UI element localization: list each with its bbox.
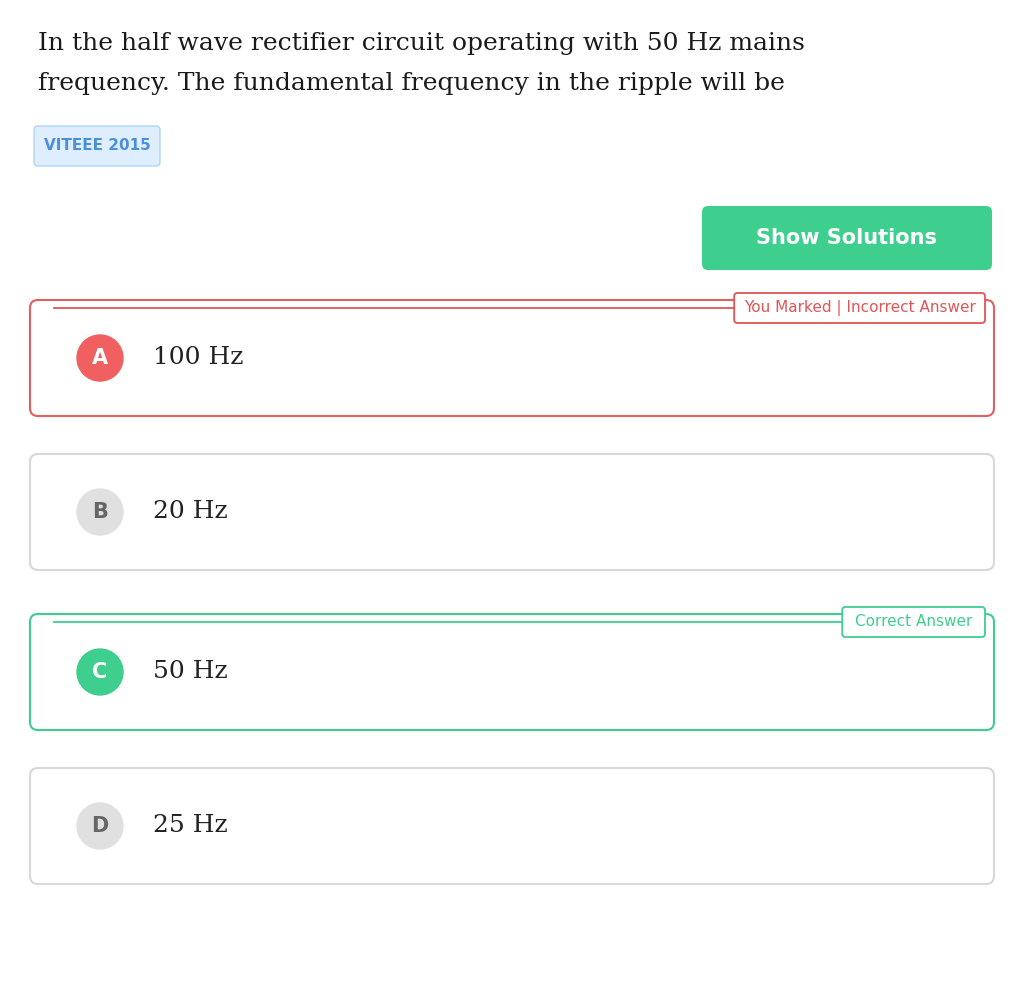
FancyBboxPatch shape	[34, 126, 160, 166]
Text: B: B	[92, 502, 108, 522]
FancyBboxPatch shape	[702, 206, 992, 270]
Circle shape	[77, 489, 123, 535]
Text: frequency. The fundamental frequency in the ripple will be: frequency. The fundamental frequency in …	[38, 72, 784, 95]
Text: In the half wave rectifier circuit operating with 50 Hz mains: In the half wave rectifier circuit opera…	[38, 32, 805, 55]
Circle shape	[77, 803, 123, 849]
Text: Correct Answer: Correct Answer	[855, 615, 972, 630]
Circle shape	[77, 335, 123, 381]
Text: C: C	[92, 662, 108, 682]
Text: D: D	[91, 816, 109, 836]
FancyBboxPatch shape	[30, 454, 994, 570]
FancyBboxPatch shape	[30, 300, 994, 416]
Text: A: A	[92, 348, 109, 368]
Text: You Marked | Incorrect Answer: You Marked | Incorrect Answer	[743, 300, 976, 316]
Text: 20 Hz: 20 Hz	[153, 501, 227, 524]
Text: 100 Hz: 100 Hz	[153, 346, 244, 369]
Text: Show Solutions: Show Solutions	[757, 228, 938, 248]
Text: VITEEE 2015: VITEEE 2015	[44, 139, 151, 153]
Text: 25 Hz: 25 Hz	[153, 815, 227, 838]
Circle shape	[77, 649, 123, 695]
FancyBboxPatch shape	[30, 768, 994, 884]
FancyBboxPatch shape	[734, 293, 985, 323]
Text: 50 Hz: 50 Hz	[153, 660, 227, 683]
FancyBboxPatch shape	[30, 614, 994, 730]
FancyBboxPatch shape	[842, 607, 985, 637]
